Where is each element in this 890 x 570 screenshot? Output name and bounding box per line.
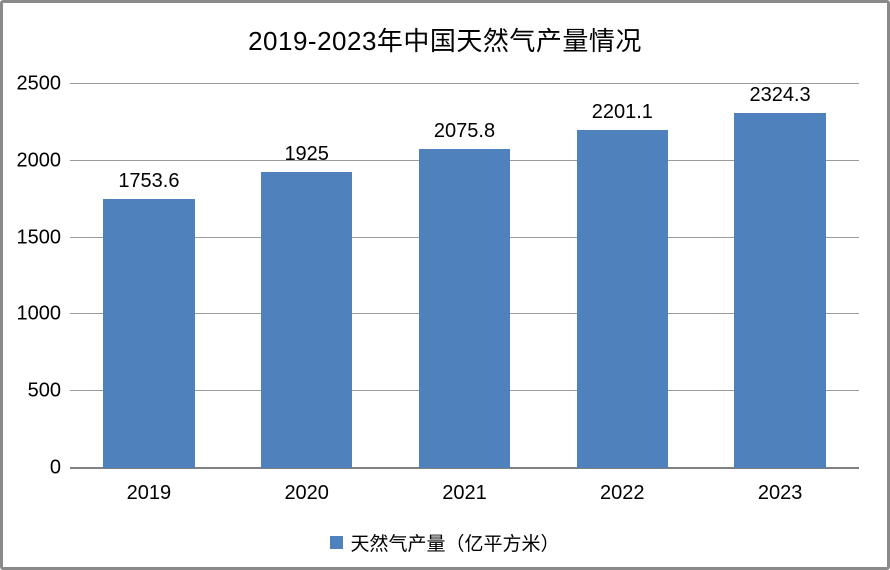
bar-value-label: 2324.3 (749, 84, 811, 106)
bar-group: 2201.1 (543, 84, 701, 468)
gridline (70, 83, 859, 84)
x-axis-tick-label: 2022 (600, 482, 645, 504)
bar-value-label: 1925 (284, 143, 329, 166)
bar-value-label: 1753.6 (118, 169, 180, 192)
legend-label: 天然气产量（亿平方米） (350, 534, 560, 555)
bar-value-label: 2075.8 (433, 120, 496, 143)
x-axis-labels: 2019 2020 2021 2022 2023 (70, 482, 859, 505)
bar-group: 2075.8 (386, 84, 544, 468)
y-axis-tick-label: 1500 (16, 226, 62, 249)
y-axis-tick-label: 1000 (16, 302, 62, 325)
x-axis-line (70, 467, 859, 469)
legend: 天然气产量（亿平方米） (3, 529, 887, 556)
x-axis-tick-label: 2021 (442, 482, 487, 504)
bar (103, 198, 195, 468)
bar (418, 149, 511, 468)
bar-group: 1753.6 (70, 84, 228, 468)
legend-square-icon (330, 536, 344, 549)
bar-group: 2324.3 (701, 84, 859, 468)
bar (260, 172, 353, 468)
bar (576, 129, 669, 468)
x-axis-tick-label: 2023 (757, 482, 803, 504)
x-axis-tick-label: 2020 (284, 482, 329, 504)
bars: 1753.6 1925 2075.8 2201.1 2324.3 (70, 84, 859, 468)
x-axis-tick-label: 2019 (126, 482, 172, 504)
y-axis-tick-label: 0 (49, 456, 61, 479)
y-axis-tick-label: 2500 (16, 72, 62, 95)
y-axis-tick-label: 500 (27, 379, 61, 402)
chart-title: 2019-2023年中国天然气产量情况 (248, 26, 642, 56)
bar-group: 1925 (228, 84, 386, 468)
bar-value-label: 2201.1 (591, 100, 653, 123)
bar (734, 113, 826, 468)
plot-area: 1753.6 1925 2075.8 2201.1 2324.3 (70, 83, 859, 469)
y-axis-tick-label: 2000 (16, 149, 62, 172)
y-axis: 0 500 1000 1500 2000 2500 (3, 73, 62, 479)
